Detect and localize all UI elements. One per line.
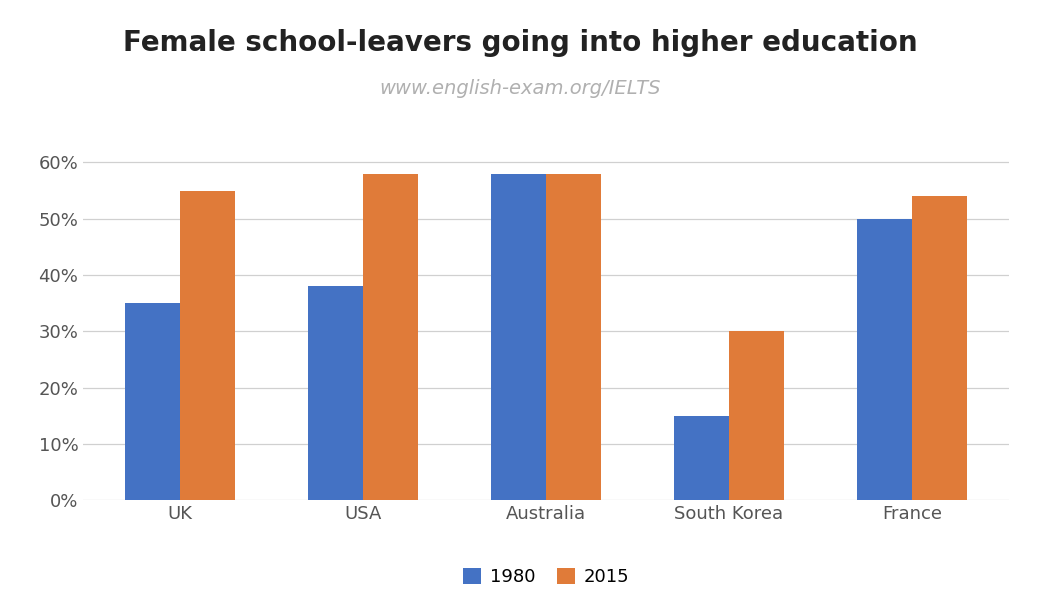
- Bar: [308, 286, 363, 500]
- Bar: [857, 218, 912, 500]
- Bar: [363, 174, 418, 500]
- Bar: [125, 303, 180, 500]
- Bar: [674, 416, 729, 500]
- Bar: [912, 196, 967, 500]
- Bar: [729, 331, 784, 500]
- Bar: [491, 174, 546, 500]
- Text: Female school-leavers going into higher education: Female school-leavers going into higher …: [123, 29, 917, 57]
- Bar: [546, 174, 601, 500]
- Text: www.english-exam.org/IELTS: www.english-exam.org/IELTS: [380, 79, 660, 98]
- Bar: [180, 190, 235, 500]
- Legend: 1980, 2015: 1980, 2015: [456, 561, 636, 593]
